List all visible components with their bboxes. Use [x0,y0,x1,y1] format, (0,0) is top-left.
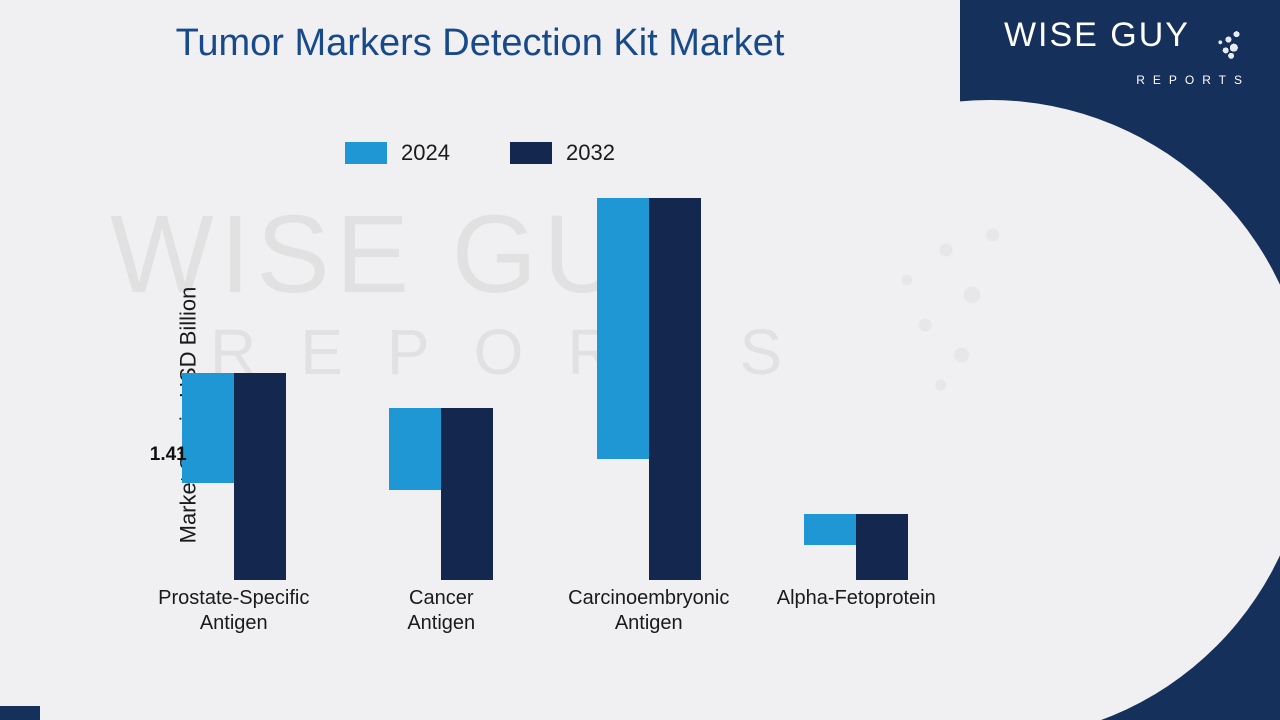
bar-value-label: 1.41 [150,444,187,466]
x-axis-category-label: CancerAntigen [336,586,546,636]
bar-chart: Market Size in USD Billion 1.41 Prostate… [100,190,960,640]
bar-group [549,198,749,580]
legend-label: 2024 [401,140,450,166]
legend-swatch [345,142,387,164]
x-axis-category-label: CarcinoembryonicAntigen [544,586,754,636]
bar-group [341,408,541,580]
x-axis-labels: Prostate-SpecificAntigenCancerAntigenCar… [130,580,960,640]
legend-item: 2024 [345,140,450,166]
bar-group [134,373,334,580]
bar [182,373,234,483]
bar [441,408,493,580]
bar-group [756,514,956,580]
brand-sub-text: REPORTS [1004,74,1250,86]
bar [856,514,908,580]
bar [649,198,701,580]
x-axis-category-label: Prostate-SpecificAntigen [129,586,339,636]
x-axis-category-label: Alpha-Fetoprotein [751,586,961,611]
chart-legend: 2024 2032 [0,140,960,166]
legend-swatch [510,142,552,164]
brand-logo: WISE GUY REPORTS [1004,18,1250,86]
chart-title: Tumor Markers Detection Kit Market [0,22,960,65]
decorative-bottom-bar [0,706,40,720]
legend-label: 2032 [566,140,615,166]
bar [804,514,856,545]
brain-head-icon [1196,18,1250,72]
plot-area: 1.41 [130,190,960,580]
legend-item: 2032 [510,140,615,166]
bar [597,198,649,459]
bar [389,408,441,490]
brand-main-text: WISE GUY [1004,18,1190,52]
bar [234,373,286,580]
